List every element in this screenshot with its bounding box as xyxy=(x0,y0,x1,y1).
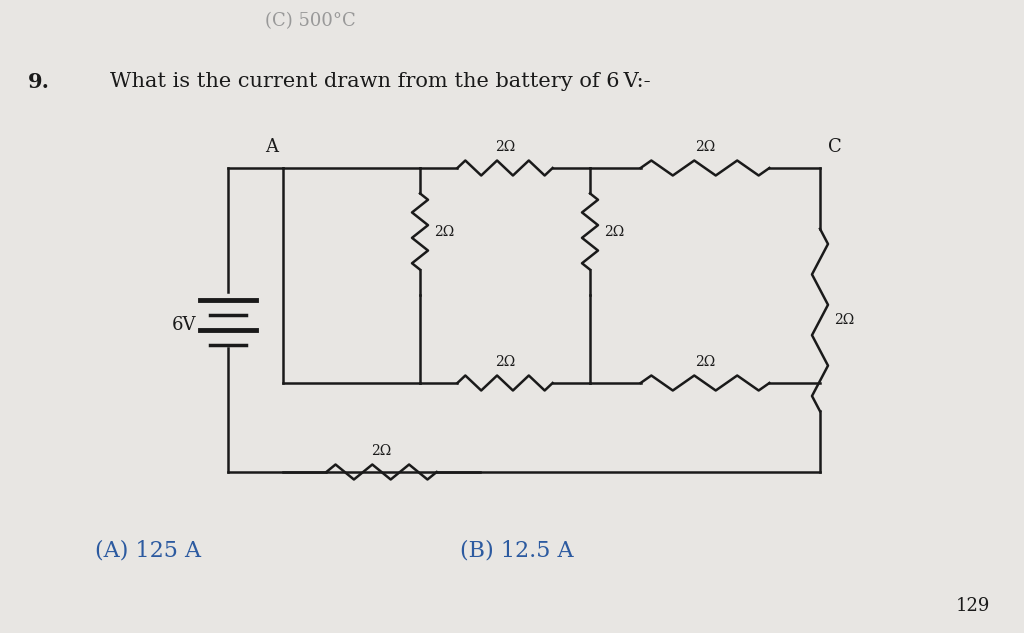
Text: 2Ω: 2Ω xyxy=(695,355,715,369)
Text: 2Ω: 2Ω xyxy=(604,225,625,239)
Text: (A) 125 A: (A) 125 A xyxy=(95,540,201,562)
Text: A: A xyxy=(265,138,278,156)
Text: 2Ω: 2Ω xyxy=(495,140,515,154)
Text: 2Ω: 2Ω xyxy=(495,355,515,369)
Text: 129: 129 xyxy=(955,597,990,615)
Text: 6V: 6V xyxy=(171,316,196,334)
Text: (B) 12.5 A: (B) 12.5 A xyxy=(460,540,573,562)
Text: 9.: 9. xyxy=(28,72,50,92)
Text: 2Ω: 2Ω xyxy=(834,313,854,327)
Text: 2Ω: 2Ω xyxy=(372,444,391,458)
Text: 2Ω: 2Ω xyxy=(434,225,455,239)
Text: (C) 500°C: (C) 500°C xyxy=(264,12,355,30)
Text: C: C xyxy=(828,138,842,156)
Text: What is the current drawn from the battery of 6 V:-: What is the current drawn from the batte… xyxy=(110,72,650,91)
Text: 2Ω: 2Ω xyxy=(695,140,715,154)
